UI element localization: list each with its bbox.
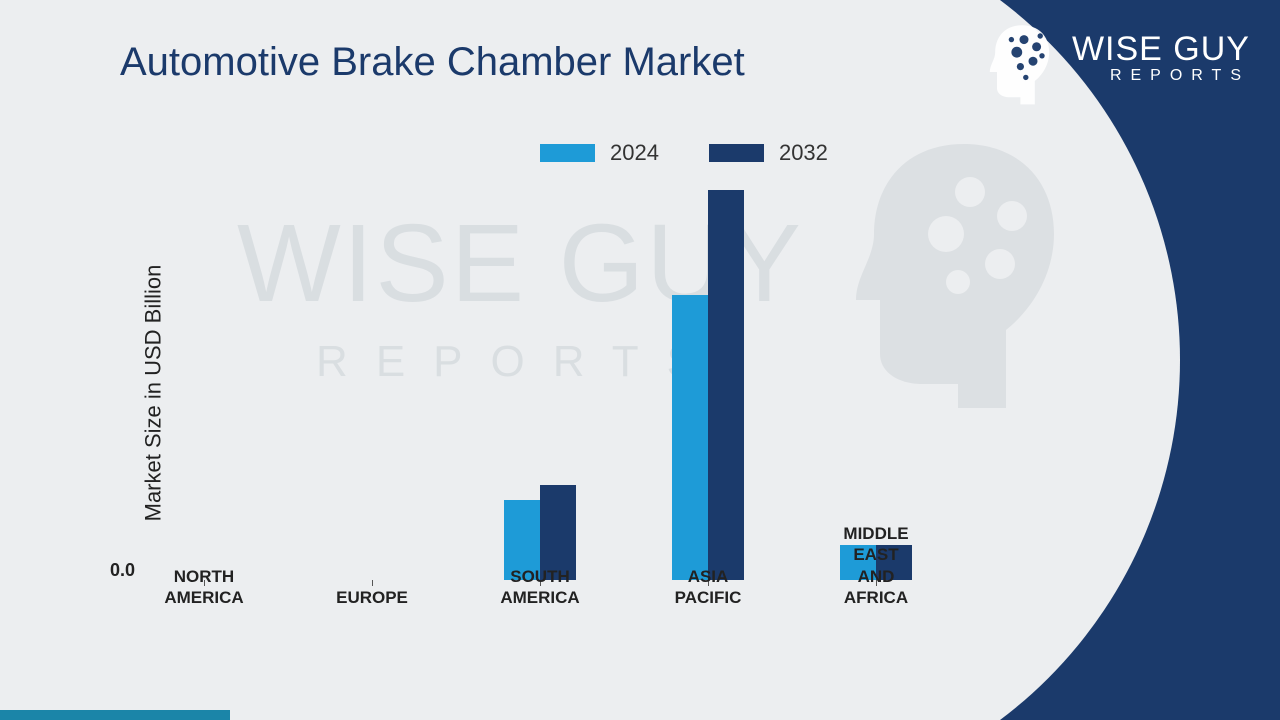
x-axis-label: ASIA PACIFIC <box>675 566 742 609</box>
bar-2032 <box>708 190 744 580</box>
bar-group: MIDDLE EAST AND AFRICA <box>806 545 946 580</box>
legend-label-2024: 2024 <box>610 140 659 166</box>
x-axis-label: EUROPE <box>336 587 408 608</box>
bar-2024 <box>672 295 708 580</box>
y-axis-label: Market Size in USD Billion <box>140 265 166 522</box>
bar-group: SOUTH AMERICA <box>470 485 610 580</box>
legend-item-2032: 2032 <box>709 140 828 166</box>
brand-head-icon <box>970 18 1060 108</box>
chart-canvas: WISE GUY REPORTS WISE GUY REPORTS Automo… <box>0 0 1280 720</box>
plot-area: NORTH AMERICAEUROPESOUTH AMERICAASIA PAC… <box>120 180 960 580</box>
x-axis-label: SOUTH AMERICA <box>500 566 579 609</box>
brand-logo: WISE GUY REPORTS <box>1072 30 1250 85</box>
x-axis-label: NORTH AMERICA <box>164 566 243 609</box>
brand-name-main: WISE GUY <box>1072 30 1250 69</box>
legend-item-2024: 2024 <box>540 140 659 166</box>
y-tick-0: 0.0 <box>110 560 135 581</box>
legend-swatch-2032 <box>709 144 764 162</box>
x-tick <box>372 580 373 586</box>
legend-swatch-2024 <box>540 144 595 162</box>
legend-label-2032: 2032 <box>779 140 828 166</box>
bar-group: ASIA PACIFIC <box>638 190 778 580</box>
brand-name-sub: REPORTS <box>1072 67 1250 85</box>
x-axis-label: MIDDLE EAST AND AFRICA <box>843 523 908 608</box>
legend: 2024 2032 <box>540 140 828 166</box>
chart-title: Automotive Brake Chamber Market <box>120 40 745 85</box>
brand-panel <box>960 0 1280 720</box>
bottom-accent-bar <box>0 710 230 720</box>
